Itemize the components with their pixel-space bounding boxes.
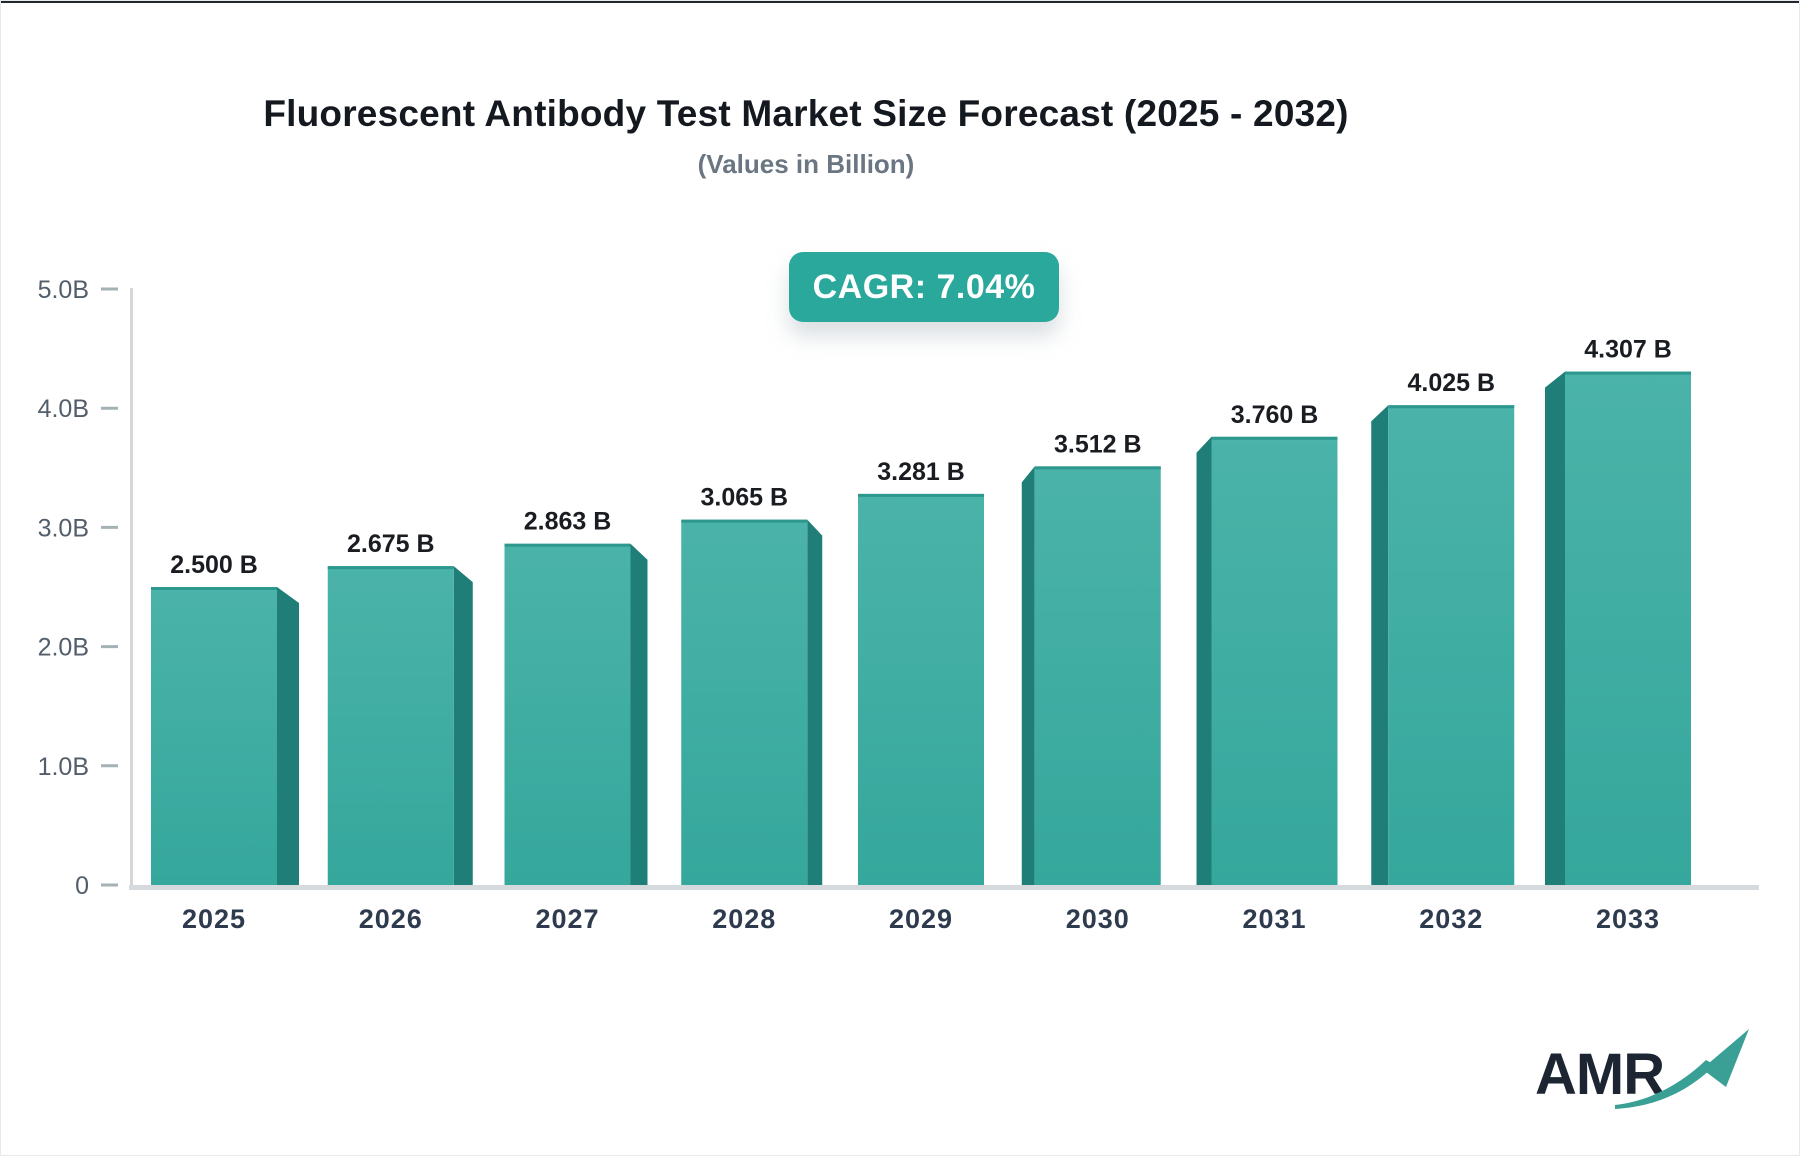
bar-top-edge-2025	[151, 587, 277, 590]
bar-2027	[504, 543, 631, 885]
bar-value-label-2025: 2.500 B	[170, 551, 258, 579]
bar-value-label-2031: 3.760 B	[1231, 401, 1319, 429]
bar-side-2028	[807, 519, 823, 885]
bar-top-edge-2029	[858, 493, 984, 497]
logo-text: AMR	[1535, 1042, 1665, 1107]
bar-value-label-2029: 3.281 B	[877, 458, 965, 486]
y-tick-label-2.0B: 2.0B	[38, 634, 89, 662]
bar-top-edge-2030	[1034, 466, 1161, 470]
bar-2031	[1211, 436, 1338, 885]
bar-top-edge-2032	[1388, 405, 1515, 409]
bar-side-2032	[1371, 405, 1389, 885]
y-tick-label-0: 0	[75, 872, 89, 900]
bar-side-2030	[1021, 466, 1035, 885]
y-tick-label-5.0B: 5.0B	[38, 276, 89, 304]
bar-2026	[327, 566, 454, 885]
y-tick-label-1.0B: 1.0B	[38, 753, 89, 781]
bar-value-label-2028: 3.065 B	[700, 484, 788, 512]
chart-subtitle: (Values in Billion)	[697, 149, 915, 179]
cagr-badge: CAGR: 7.04%	[789, 252, 1059, 322]
x-tick-label-2033: 2033	[1596, 904, 1660, 934]
chart-header: Fluorescent Antibody Test Market Size Fo…	[1, 93, 1611, 180]
bar-2029	[858, 493, 984, 885]
y-tick-label-4.0B: 4.0B	[38, 395, 89, 423]
x-axis-line	[129, 885, 1759, 890]
bar-top-edge-2027	[504, 543, 631, 547]
x-tick-label-2029: 2029	[889, 904, 953, 934]
bar-value-label-2032: 4.025 B	[1407, 369, 1495, 397]
x-tick-label-2030: 2030	[1066, 904, 1130, 934]
growth-arrow-icon	[1615, 1029, 1749, 1109]
top-border-line	[1, 1, 1799, 3]
chart-title: Fluorescent Antibody Test Market Size Fo…	[263, 93, 1349, 134]
bar-side-2031	[1196, 436, 1212, 885]
y-axis-line	[130, 288, 133, 887]
brand-logo: AMR	[1529, 1019, 1769, 1129]
bar-value-label-2026: 2.675 B	[347, 530, 435, 558]
bar-2032	[1388, 405, 1515, 885]
bar-value-label-2030: 3.512 B	[1054, 430, 1142, 458]
bar-top-edge-2028	[681, 519, 808, 523]
bar-top-edge-2033	[1565, 371, 1691, 375]
bar-2025	[151, 587, 277, 885]
bar-top-edge-2031	[1211, 436, 1338, 440]
x-tick-label-2032: 2032	[1419, 904, 1483, 934]
bar-side-2025	[277, 587, 299, 885]
x-tick-label-2027: 2027	[535, 904, 599, 934]
bar-top-edge-2026	[327, 566, 454, 570]
bar-side-2027	[630, 543, 648, 885]
x-tick-label-2025: 2025	[182, 904, 246, 934]
bar-side-2033	[1545, 371, 1565, 885]
bar-side-2026	[453, 566, 473, 885]
cagr-badge-label: CAGR: 7.04%	[812, 267, 1036, 306]
bar-2030	[1034, 466, 1161, 885]
bar-value-label-2033: 4.307 B	[1584, 336, 1672, 364]
y-tick-label-3.0B: 3.0B	[38, 514, 89, 542]
bar-value-label-2027: 2.863 B	[524, 508, 612, 536]
bar-2033	[1565, 371, 1691, 885]
x-tick-label-2026: 2026	[359, 904, 423, 934]
bar-2028	[681, 519, 808, 885]
x-tick-label-2031: 2031	[1242, 904, 1306, 934]
x-tick-label-2028: 2028	[712, 904, 776, 934]
